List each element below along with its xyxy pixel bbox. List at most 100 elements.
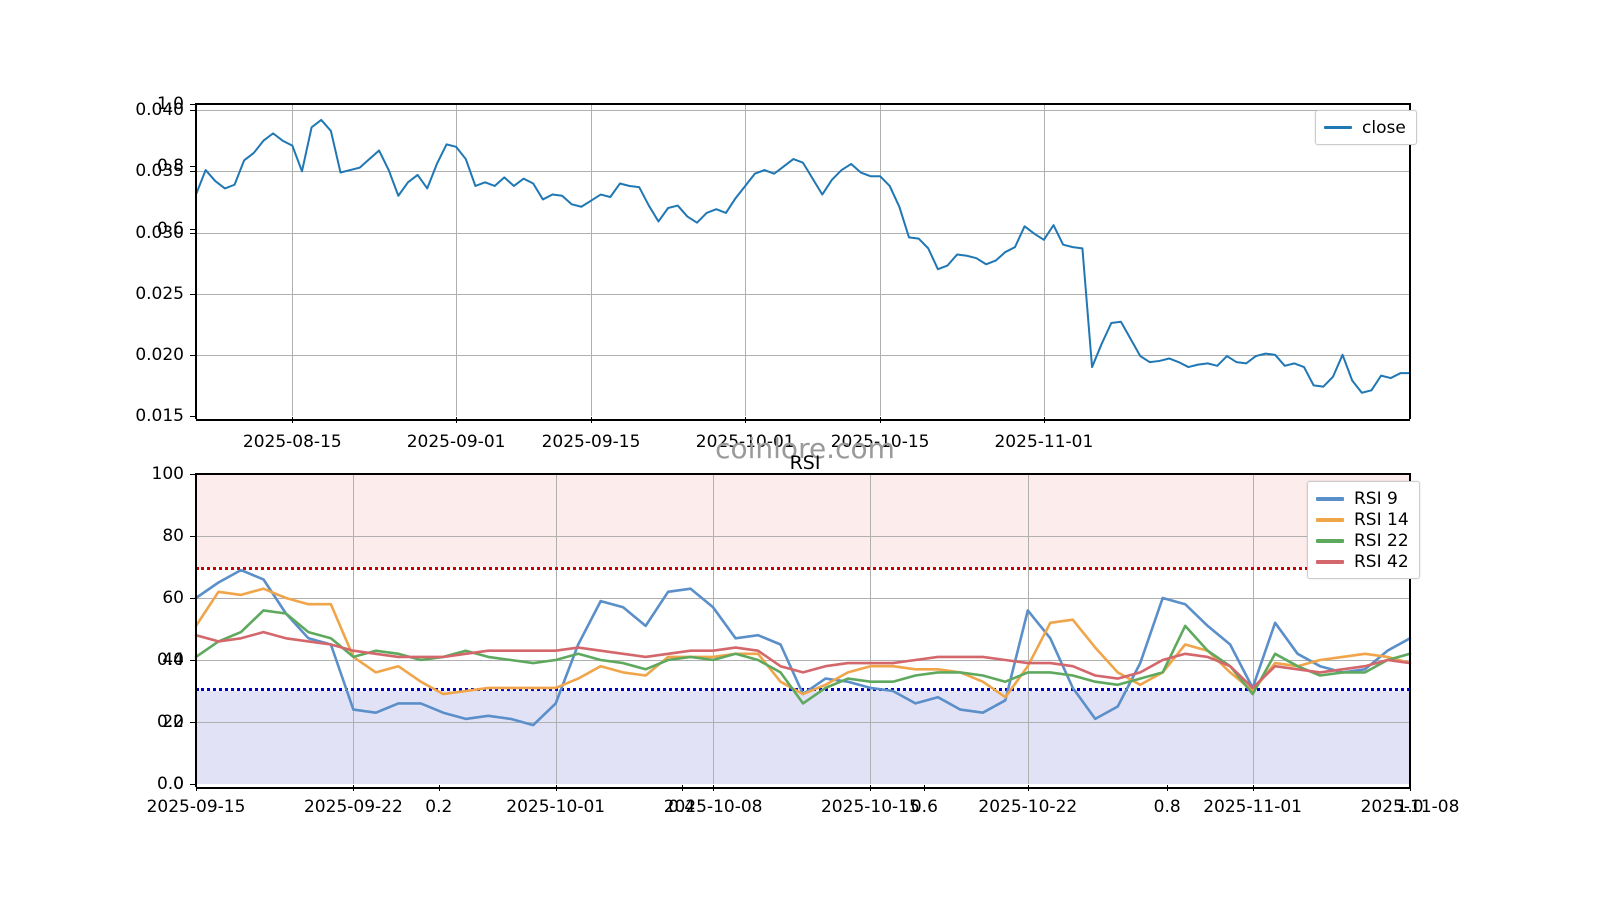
legend-swatch-rsi-9	[1316, 496, 1344, 501]
rsi-gridline-v	[1027, 474, 1029, 784]
rsi-right-spine	[1409, 473, 1411, 787]
rsi-x-tick-label: 2025-11-01	[1203, 797, 1302, 817]
price-y-ghost-tick	[190, 104, 196, 105]
rsi-y-ghost-label: 0.2	[156, 712, 184, 732]
rsi-y-tick-label: 40	[162, 650, 184, 670]
price-chart-panel: 0.040 0.035 0.030 0.025 0.020 0.015 0.6 0.8 1.0…	[135, 94, 1417, 452]
price-y-tick	[190, 293, 196, 295]
rsi-y-tick-label: 20	[162, 712, 184, 732]
price-gridline-v	[745, 104, 747, 416]
rsi-x-tick-label: 2025-10-01	[506, 797, 606, 817]
rsi-gridline-h	[196, 660, 1410, 661]
rsi-y-tick-label: 0	[173, 774, 184, 794]
price-y-tick-label: 0.020	[135, 344, 184, 365]
price-gridline-h	[196, 354, 1410, 356]
price-y-tick	[190, 110, 196, 112]
rsi-x-tick-label: 2025-10-08	[663, 797, 763, 817]
rsi-chart-title: RSI	[789, 452, 821, 474]
legend-swatch-rsi-42	[1316, 559, 1344, 564]
price-line-series	[195, 118, 1411, 394]
price-y-tick-label: 0.035	[135, 161, 184, 182]
price-gridline-h	[196, 232, 1410, 234]
price-right-spine	[1409, 103, 1411, 419]
rsi-legend-label: RSI 14	[1354, 509, 1409, 530]
rsi-x-tick	[713, 785, 715, 791]
rsi-x-tick	[353, 785, 355, 791]
price-x-tick-label: 2025-08-15	[242, 432, 342, 452]
rsi-legend-item[interactable]: RSI 22	[1316, 530, 1409, 551]
price-gridline-h	[196, 110, 1410, 112]
legend-swatch-close	[1324, 126, 1352, 129]
price-x-tick-label: 2025-09-01	[406, 432, 506, 452]
rsi-plot-area	[194, 474, 1412, 784]
price-x-tick	[591, 417, 592, 423]
price-gridline-v	[292, 104, 294, 416]
rsi-legend-item[interactable]: RSI 9	[1316, 488, 1409, 509]
rsi-gridline-h	[196, 598, 1410, 599]
price-gridline-h	[196, 293, 1410, 295]
rsi-legend-item[interactable]: RSI 14	[1316, 509, 1409, 530]
rsi-x-ghost-tick	[438, 785, 440, 791]
rsi-legend-item[interactable]: RSI 42	[1316, 551, 1409, 572]
rsi-x-tick	[1027, 785, 1029, 791]
rsi-y-ghost-label: 0.4	[156, 650, 184, 670]
watermark-text: coinlore.com	[715, 432, 895, 465]
price-gridline-v	[1043, 104, 1045, 416]
rsi-x-ghost-tick	[1167, 785, 1169, 791]
rsi-x-ghost-tick	[681, 785, 683, 791]
price-x-tick-label: 2025-09-15	[541, 432, 641, 452]
price-x-tick	[456, 417, 458, 423]
rsi-gridline-v	[713, 474, 715, 784]
rsi-x-ghost-tick	[1410, 785, 1411, 791]
rsi-y-tick	[190, 474, 196, 475]
rsi-y-tick-label: 80	[162, 526, 184, 546]
rsi-y-tick	[190, 536, 196, 537]
price-y-ghost-label: 0.8	[156, 156, 184, 177]
oversold-band	[196, 691, 1410, 784]
rsi-y-tick	[190, 598, 196, 599]
rsi-legend-label: RSI 9	[1354, 488, 1398, 509]
price-legend[interactable]: close	[1315, 110, 1417, 145]
rsi-x-tick-label: 2025-09-15	[146, 797, 246, 817]
rsi-x-ghost-label: 0.8	[1153, 797, 1181, 817]
rsi-y-ghost-tick	[190, 784, 196, 785]
rsi-gridline-v	[555, 474, 557, 784]
rsi-x-ghost-label: 0.2	[425, 797, 453, 817]
rsi-x-ghost-label: 0.6	[910, 797, 938, 817]
price-y-ghost-label: 0.6	[156, 218, 184, 239]
price-y-tick-label: 0.030	[135, 222, 184, 243]
price-x-tick	[745, 417, 747, 423]
price-x-tick	[880, 417, 882, 423]
price-legend-label: close	[1362, 117, 1406, 138]
price-x-tick-label: 2025-11-01	[994, 432, 1094, 452]
price-gridline-v	[456, 104, 458, 416]
rsi-x-tick	[555, 785, 557, 791]
overbought-threshold-line	[196, 567, 1410, 570]
rsi-x-tick-label: 2025-10-22	[978, 797, 1078, 817]
price-y-ghost-label: 1.0	[156, 94, 184, 114]
legend-swatch-rsi-22	[1316, 538, 1344, 543]
price-legend-item[interactable]: close	[1324, 117, 1406, 138]
rsi-x-ghost-label: 0.4	[668, 797, 696, 817]
rsi-gridline-v	[353, 474, 355, 784]
price-plot-area	[195, 104, 1411, 416]
price-y-ghost-tick	[190, 228, 196, 230]
price-y-tick-label: 0.025	[135, 283, 184, 304]
price-y-tick	[190, 416, 196, 417]
rsi-gridline-v	[1252, 474, 1254, 784]
oversold-threshold-line	[196, 688, 1410, 691]
price-y-ghost-tick	[190, 166, 196, 168]
rsi-y-ghost-tick	[190, 722, 196, 723]
rsi-axes-frame	[196, 473, 1410, 789]
price-x-tick-label: 2025-10-15	[830, 432, 930, 452]
rsi-legend[interactable]: RSI 9 RSI 14 RSI 22 RSI 42	[1307, 481, 1420, 579]
price-x-tick	[292, 417, 294, 423]
rsi-left-spine	[195, 473, 197, 787]
legend-swatch-rsi-14	[1316, 517, 1344, 522]
price-gridline-v	[591, 104, 592, 416]
price-x-tick	[1043, 417, 1045, 423]
rsi-y-ghost-label: 0.0	[156, 774, 184, 794]
rsi-x-tick	[196, 785, 197, 791]
